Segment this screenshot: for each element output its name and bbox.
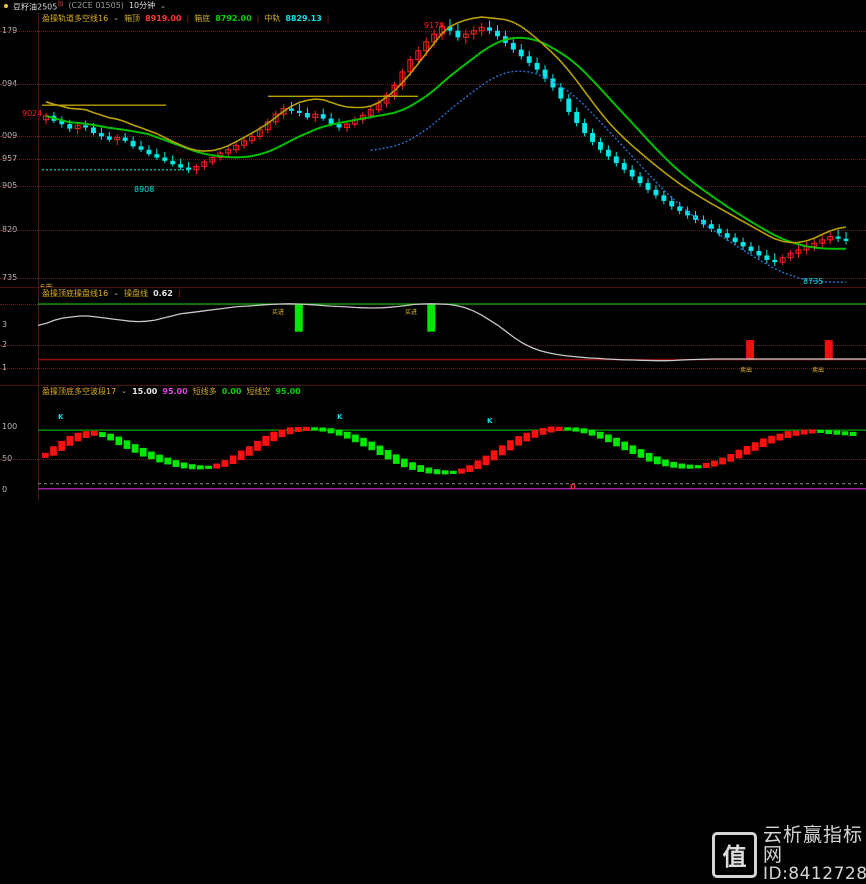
marker-k-2: K [337,413,343,421]
chevron-down-icon[interactable]: ⌄ [160,2,166,10]
candlestick-svg [42,16,849,283]
buy-signal-label: 买进 [272,309,285,316]
price-ytick-1: 094 [2,79,18,88]
mid-axis-line [38,288,39,386]
price-plot-area[interactable] [38,12,866,290]
bottom-ytick-0: 100 [2,422,18,431]
annotation-9024: 9024 [22,109,43,118]
box-top-value: 8919.00 [145,14,182,23]
status-dot-icon [4,4,8,8]
sell-signal-label: 卖出 [740,367,753,374]
short-long-label: 短线多 [192,387,217,396]
period-selector[interactable]: 10分钟 [128,1,156,10]
bottom-indicator-chevron-icon[interactable]: ⌄ [121,387,128,395]
panel-divider [0,287,866,288]
short-short-value: 95.00 [275,387,301,396]
operator-line-value: 0.62 [153,289,173,298]
mid-gridline [0,345,866,346]
mid-rail-label: 中轨 [264,14,281,23]
mid-indicator-bar: 盈操顶底操盘线16 ⌄ 操盘线 0.62 | [42,289,181,298]
bottom-gridline [0,459,866,460]
watermark-id: ID:84127289 [762,863,866,884]
short-short-label: 短线空 [246,387,271,396]
price-ytick-5: 820 [2,225,18,234]
mid-panel: 盈操顶底操盘线16 ⌄ 操盘线 0.62 | 3 2 1 买进 买进 卖出 卖出 [0,288,866,386]
box-top-label: 箱顶 [124,14,141,23]
sell-signal-label: 卖出 [812,367,825,374]
price-ytick-3: 957 [2,154,18,163]
marker-k-1: K [58,413,64,421]
panel-divider [0,385,866,386]
price-gridline [0,84,866,85]
mid-plot-area[interactable] [38,288,866,386]
short-long-value: 0.00 [221,387,242,396]
price-axis-line [38,12,39,290]
price-indicator-name[interactable]: 盈操轨道多空线16 [42,14,109,23]
operator-line-label: 操盘线 [124,289,149,298]
mid-rail-value: 8829.13 [285,14,322,23]
mid-indicator-name[interactable]: 盈操顶底操盘线16 [42,289,109,298]
operator-line-svg [38,303,866,362]
band-high-value: 95.00 [162,387,188,396]
price-ytick-2: 009 [2,131,18,140]
box-bottom-label: 箱底 [194,14,211,23]
symbol-superscript: 加 [57,0,64,8]
watermark-site: 云析赢指标网 [762,824,863,866]
price-gridline [0,136,866,137]
bottom-ytick-1: 50 [2,454,13,463]
bottom-indicator-name[interactable]: 盈操顶底多空波段17 [42,387,117,396]
mid-indicator-chevron-icon[interactable]: ⌄ [113,289,120,297]
title-bar: 豆籽油2505加 (C2CE 01505) 10分钟 ⌄ [0,0,866,12]
price-ytick-6: 735 [2,273,18,282]
symbol-name[interactable]: 豆籽油2505加 [13,0,64,12]
price-gridline [0,278,866,279]
price-panel: 盈操轨道多空线16 ⌄ 箱顶 8919.00 | 箱底 8792.00 | 中轨 8… [0,12,866,292]
price-ytick-4: 905 [2,181,18,190]
mid-ytick-2: 1 [2,363,8,372]
annotation-8735: 8735 [803,277,824,286]
buy-signal-label: 买进 [405,309,418,316]
bottom-axis-line [38,386,39,500]
bottom-indicator-bar: 盈操顶底多空波段17 ⌄ 15.00 95.00 短线多 0.00 短线空 95… [42,386,301,397]
price-ytick-0: 179 [2,26,18,35]
price-gridline [0,31,866,32]
box-bottom-value: 8792.00 [215,14,252,23]
price-gridline [0,186,866,187]
mid-ytick-0: 3 [2,320,8,329]
bottom-plot-area[interactable] [38,386,866,500]
band-blocks-svg [38,426,866,490]
marker-k-3: K [487,417,493,425]
annotation-8908: 8908 [134,185,155,194]
bottom-panel: 盈操顶底多空波段17 ⌄ 15.00 95.00 短线多 0.00 短线空 95… [0,386,866,883]
band-low-value: 15.00 [132,387,158,396]
mid-gridline [0,368,866,369]
annotation-high: 9179 [424,21,445,30]
price-indicator-chevron-icon[interactable]: ⌄ [113,14,120,22]
bottom-ytick-2: 0 [2,485,8,494]
price-gridline [0,159,866,160]
watermark: 值 云析赢指标网 ID:84127289 [712,824,866,884]
mid-ytick-1: 2 [2,340,8,349]
price-gridline [0,230,866,231]
exchange-code: (C2CE 01505) [68,1,124,10]
watermark-logo-icon: 值 [712,831,757,878]
marker-d-1: D [570,483,576,491]
price-indicator-bar: 盈操轨道多空线16 ⌄ 箱顶 8919.00 | 箱底 8792.00 | 中轨 8… [42,14,330,23]
